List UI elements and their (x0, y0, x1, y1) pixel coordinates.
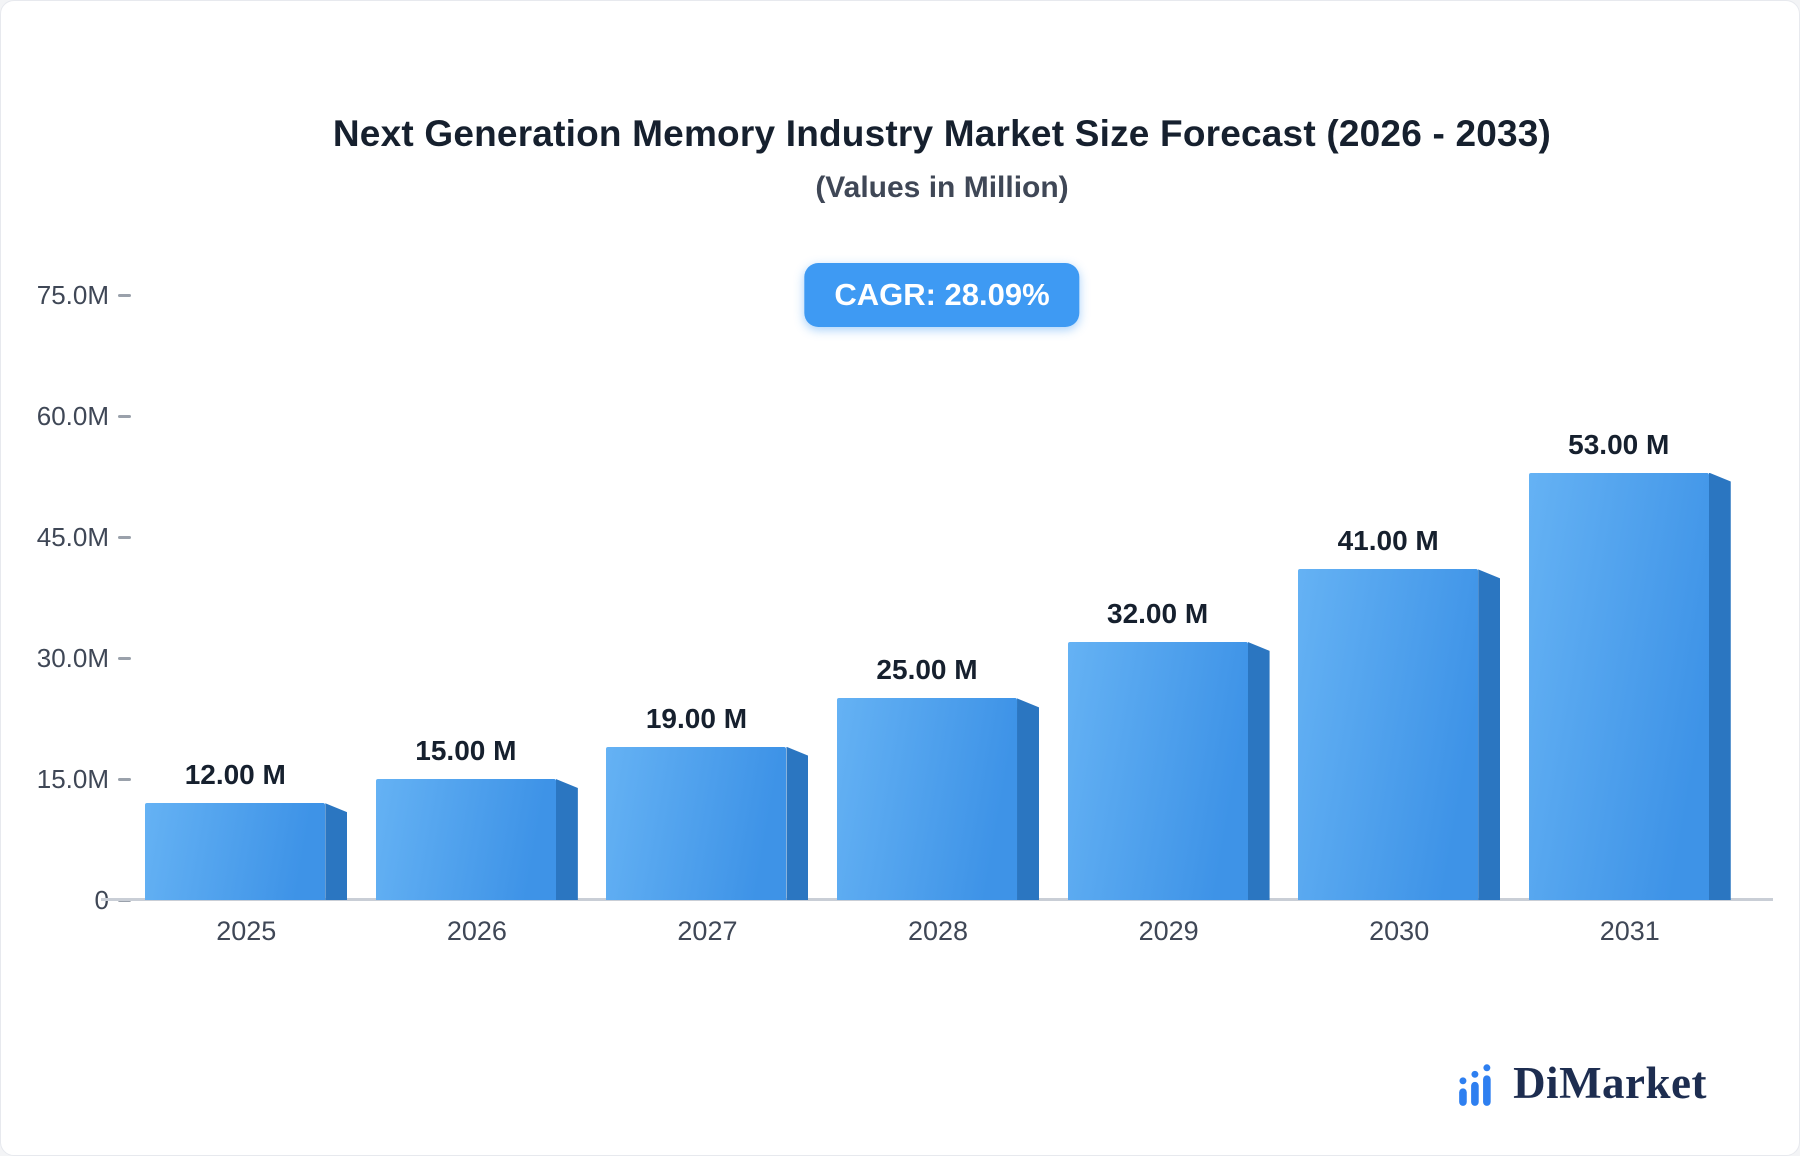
bar[interactable]: 19.00 M (606, 703, 809, 900)
y-axis-tick-mark (118, 777, 131, 781)
bar-side-face (1247, 641, 1270, 900)
bar-side-face (1017, 698, 1040, 900)
y-axis-tick: 15.0M (7, 764, 131, 794)
chart-title: Next Generation Memory Industry Market S… (332, 113, 1552, 154)
bar-face (837, 698, 1018, 900)
bar-value-label: 32.00 M (1107, 597, 1209, 629)
bar-value-label: 53.00 M (1568, 428, 1670, 460)
bars-row: 12.00 M 2025 15.00 M 2026 19.00 M 2027 2… (131, 295, 1745, 946)
x-axis-label: 2027 (677, 916, 738, 946)
y-axis-tick: 45.0M (7, 522, 131, 552)
bar-side-face (325, 803, 348, 900)
bar-side-face (1478, 569, 1501, 900)
bar-side-face (786, 746, 809, 900)
y-axis-tick: 30.0M (7, 643, 131, 673)
bar[interactable]: 25.00 M (837, 654, 1040, 900)
x-axis-label: 2026 (446, 916, 507, 946)
brand-logo: DiMarket (1451, 1057, 1707, 1109)
bar-group: 41.00 M 2030 (1284, 295, 1515, 946)
bar-group: 19.00 M 2027 (592, 295, 823, 946)
bar[interactable]: 53.00 M (1528, 429, 1731, 900)
bar-chart-logo-icon (1459, 1064, 1491, 1106)
bar-value-label: 19.00 M (645, 702, 748, 734)
chart-subtitle: (Values in Million) (815, 171, 1069, 204)
x-axis-label: 2028 (907, 916, 969, 946)
bar-face (606, 746, 787, 900)
y-axis-tick-mark (118, 656, 131, 660)
y-axis-tick: 75.0M (7, 280, 131, 310)
bar-side-face (1708, 472, 1731, 900)
bar-value-label: 12.00 M (184, 759, 286, 791)
x-axis-label: 2030 (1369, 916, 1430, 946)
bar-side-face (555, 779, 578, 900)
bar-value-label: 25.00 M (876, 654, 978, 686)
bar-face (1528, 472, 1709, 900)
bar-face (1067, 641, 1248, 900)
bar[interactable]: 12.00 M (145, 759, 348, 900)
cagr-badge: CAGR: 28.09% (804, 263, 1080, 327)
bar[interactable]: 41.00 M (1298, 525, 1501, 900)
y-axis-tick: 60.0M (7, 401, 131, 431)
y-axis-tick-mark (118, 293, 131, 297)
y-axis-tick-label: 45.0M (36, 521, 109, 552)
bar-group: 12.00 M 2025 (131, 295, 362, 946)
y-axis-tick-label: 60.0M (36, 400, 109, 431)
chart-header: Next Generation Memory Industry Market S… (113, 1, 1771, 205)
bar[interactable]: 32.00 M (1067, 598, 1270, 900)
bar-value-label: 15.00 M (415, 735, 517, 766)
bar-face (375, 779, 556, 900)
y-axis-tick-label: 30.0M (36, 642, 109, 673)
y-axis-tick-mark (118, 535, 131, 539)
bar-face (145, 803, 326, 900)
bar-value-label: 41.00 M (1337, 525, 1439, 557)
bar-group: 15.00 M 2026 (362, 295, 593, 946)
bar[interactable]: 15.00 M (375, 735, 578, 900)
bar-face (1298, 569, 1479, 900)
bar-group: 32.00 M 2029 (1053, 295, 1284, 946)
y-axis-tick-mark (118, 414, 131, 418)
y-axis-tick-label: 15.0M (36, 763, 109, 794)
y-axis-tick-label: 75.0M (36, 279, 109, 310)
brand-logo-text: DiMarket (1513, 1058, 1707, 1108)
x-axis-label: 2025 (216, 916, 277, 946)
y-axis: 75.0M 60.0M 45.0M 30.0M 15.0M 0 (7, 280, 131, 915)
bar-group: 25.00 M 2028 (823, 295, 1054, 946)
x-axis-label: 2029 (1138, 916, 1199, 946)
bar-group: 53.00 M 2031 (1514, 295, 1745, 946)
x-axis-label: 2031 (1599, 916, 1660, 946)
